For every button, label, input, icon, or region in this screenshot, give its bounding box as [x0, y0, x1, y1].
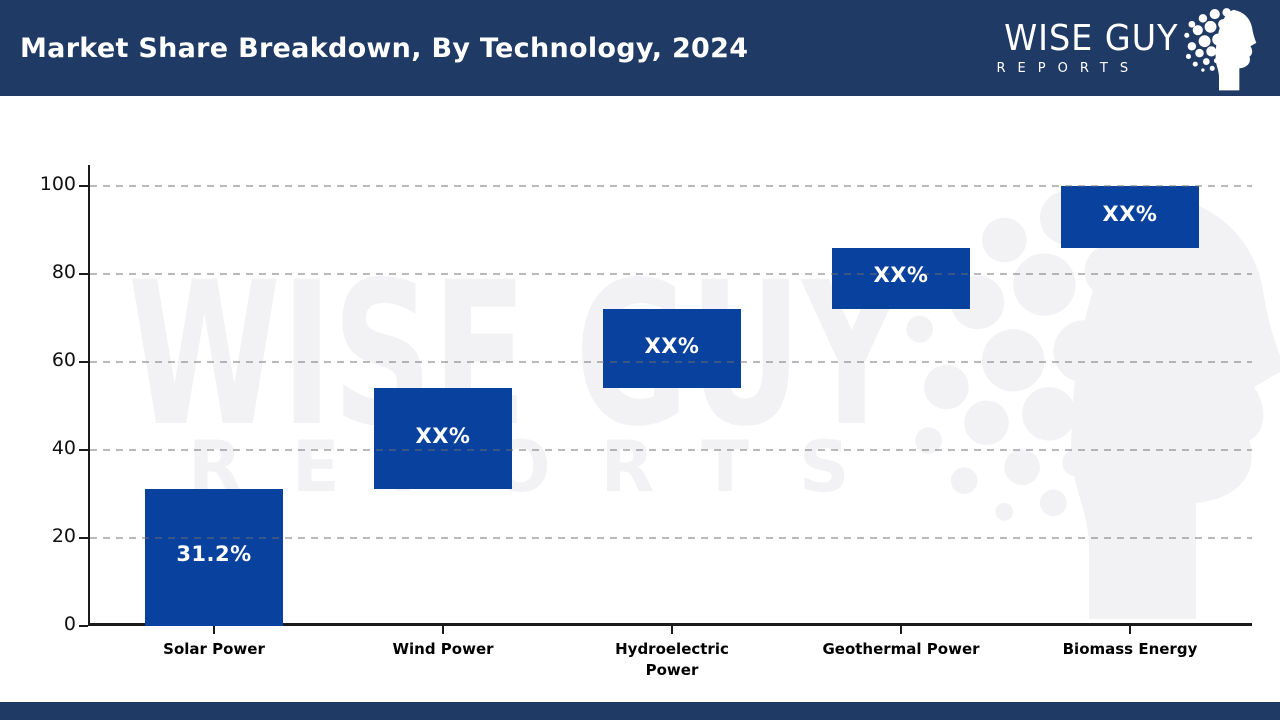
bar-value-label-geothermal-power: XX% [873, 263, 929, 288]
y-tick-label: 100 [39, 173, 76, 195]
x-category-label-wind-power: Wind Power [392, 640, 494, 658]
x-axis-tick [442, 626, 444, 634]
x-axis-tick [671, 626, 673, 634]
bar-value-label-solar-power: 31.2% [176, 542, 252, 567]
watermark-name-text: WISE GUY [128, 239, 902, 470]
bar-value-label-biomass-energy: XX% [1102, 201, 1158, 226]
logo-subtitle-text: REPORTS [996, 60, 1141, 76]
y-axis-tick [79, 361, 88, 363]
y-axis-tick [79, 625, 88, 627]
x-category-label-solar-power: Solar Power [163, 640, 265, 658]
y-tick-label: 80 [51, 261, 76, 283]
footer-bar [0, 702, 1280, 720]
chart-title: Market Share Breakdown, By Technology, 2… [20, 32, 749, 64]
y-tick-label: 20 [51, 525, 76, 547]
gridline-20 [90, 537, 1252, 539]
bar-geothermal-power [832, 247, 970, 310]
x-category-label-hydroelectric-power: Hydroelectric Power [615, 640, 729, 679]
y-axis-tick [79, 185, 88, 187]
y-axis-tick [79, 537, 88, 539]
plot-area: 0 20 40 60 80 100 31.2% Solar Power XX% Wind Powe… [40, 165, 1252, 679]
gridline-80 [90, 273, 1252, 275]
x-axis-tick [213, 626, 215, 634]
y-axis-tick [79, 449, 88, 451]
gridline-40 [90, 449, 1252, 451]
y-tick-label: 60 [51, 349, 76, 371]
x-axis-tick [1129, 626, 1131, 634]
y-tick-label: 40 [51, 437, 76, 459]
x-category-label-biomass-energy: Biomass Energy [1062, 640, 1198, 658]
bar-value-label-wind-power: XX% [415, 423, 471, 448]
wiseguy-logo: WISE GUY REPORTS [991, 5, 1259, 91]
bar-hydroelectric-power [603, 309, 741, 389]
logo-head-icon [1180, 5, 1258, 91]
gridline-60 [90, 361, 1252, 363]
logo-wordmark: WISE GUY REPORTS [991, 17, 1179, 76]
logo-name-text: WISE GUY [1003, 17, 1178, 59]
watermark: WISE GUY REPORTS [0, 96, 1280, 702]
bar-value-label-hydroelectric-power: XX% [644, 333, 700, 358]
bar-wind-power [374, 388, 512, 489]
watermark-subtitle-text: REPORTS [188, 426, 900, 508]
y-axis-tick [79, 273, 88, 275]
bar-biomass-energy [1061, 186, 1199, 248]
bar-solar-power [145, 488, 283, 626]
x-axis-tick [900, 626, 902, 634]
gridline-100 [90, 185, 1252, 187]
x-category-label-geothermal-power: Geothermal Power [822, 640, 980, 658]
header-bar: Market Share Breakdown, By Technology, 2… [0, 0, 1280, 96]
y-tick-label: 0 [63, 613, 76, 635]
